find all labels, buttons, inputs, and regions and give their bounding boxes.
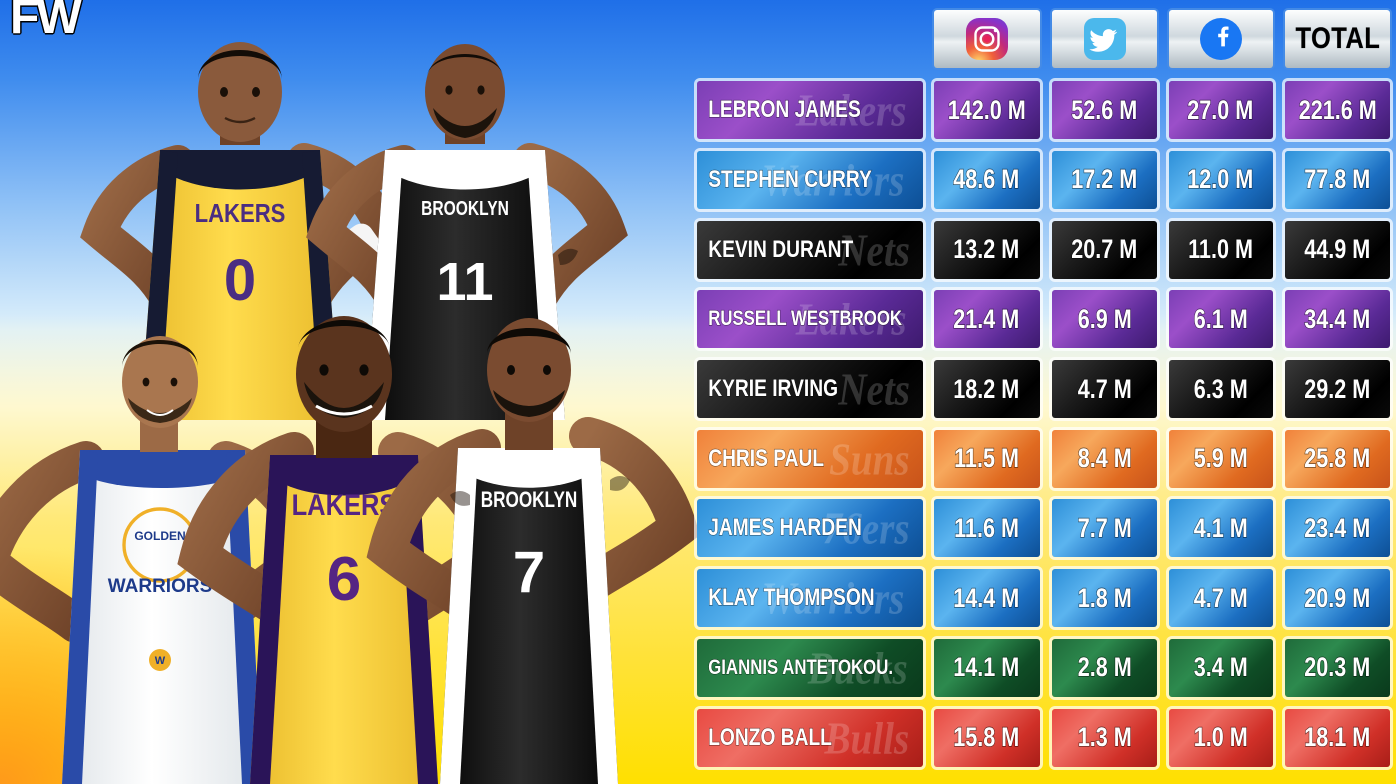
svg-text:11: 11 bbox=[436, 252, 493, 312]
svg-text:LAKERS: LAKERS bbox=[195, 199, 286, 228]
svg-text:W: W bbox=[155, 655, 166, 667]
svg-text:WARRIORS: WARRIORS bbox=[108, 576, 213, 597]
svg-text:7: 7 bbox=[513, 540, 545, 605]
svg-text:0: 0 bbox=[224, 248, 256, 313]
svg-text:BROOKLYN: BROOKLYN bbox=[481, 488, 578, 513]
svg-text:6: 6 bbox=[327, 545, 361, 614]
svg-text:BROOKLYN: BROOKLYN bbox=[421, 197, 509, 219]
svg-text:GOLDEN: GOLDEN bbox=[134, 529, 185, 543]
